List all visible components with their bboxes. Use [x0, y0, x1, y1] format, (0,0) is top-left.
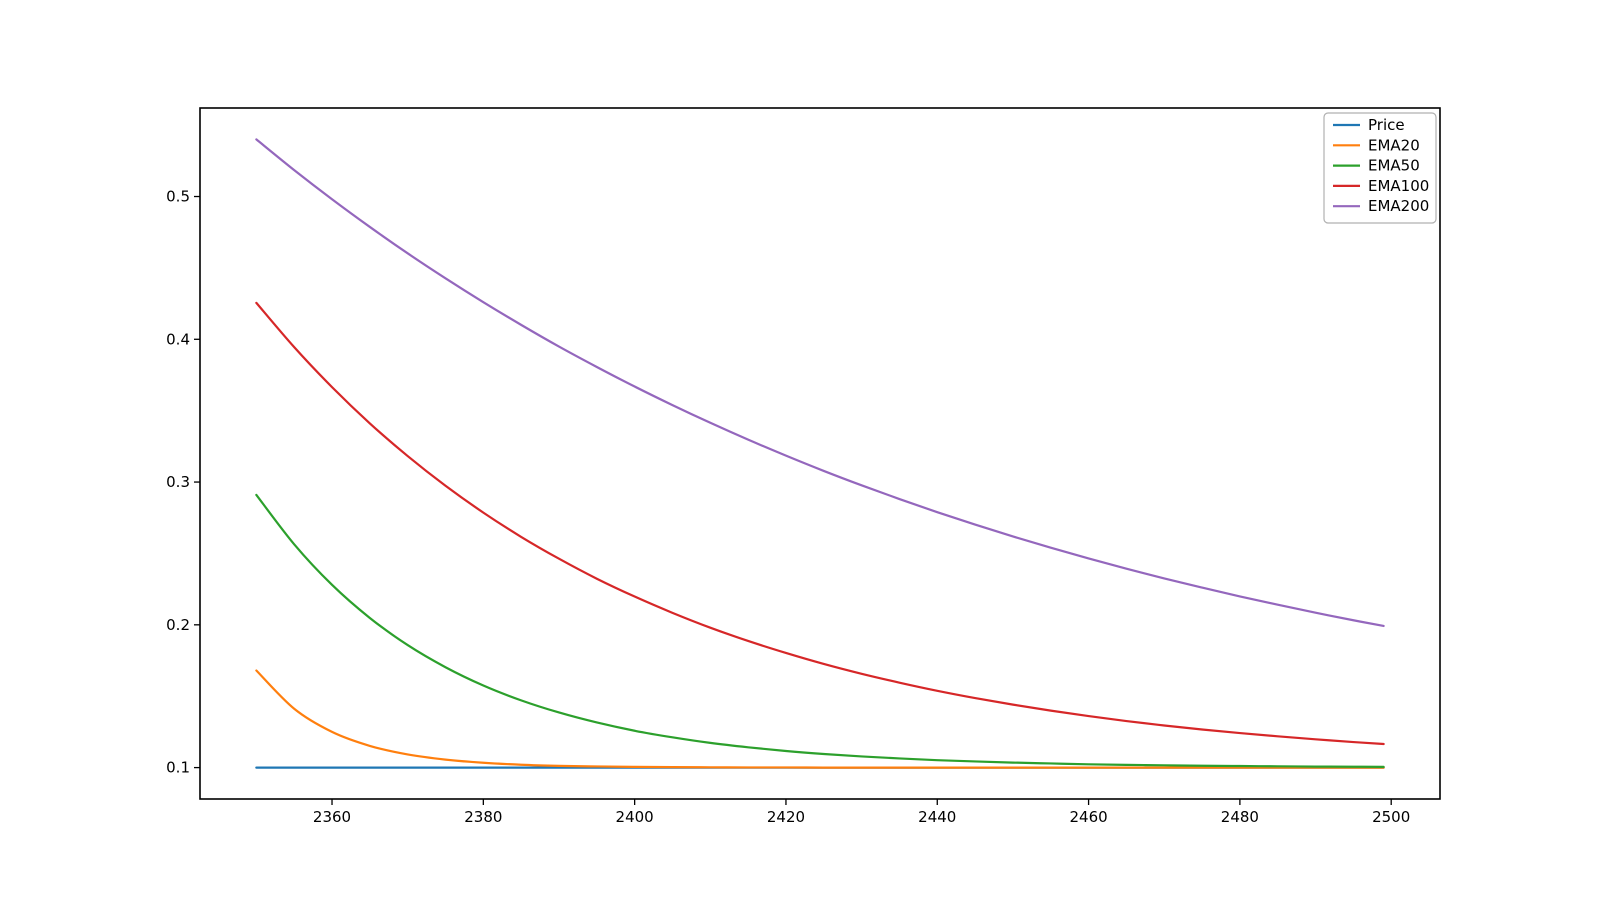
series-line-ema100 [255, 301, 1385, 746]
y-tick-label: 0.1 [166, 759, 190, 777]
y-tick-label: 0.2 [166, 616, 190, 634]
axes-frame [199, 107, 1441, 800]
series-line-ema20 [255, 669, 1385, 769]
x-tick-label: 2400 [616, 808, 654, 826]
legend-label-price: Price [1368, 116, 1405, 134]
x-tick-label: 2360 [313, 808, 351, 826]
legend-box [1323, 112, 1437, 224]
x-tick-label: 2500 [1372, 808, 1410, 826]
y-tick-label: 0.3 [166, 473, 190, 491]
legend-label-ema20: EMA20 [1368, 136, 1420, 154]
y-tick-label: 0.5 [166, 188, 190, 206]
x-tick-label: 2440 [918, 808, 956, 826]
series-line-ema200 [255, 138, 1385, 628]
x-tick-label: 2460 [1069, 808, 1107, 826]
x-tick-label: 2480 [1221, 808, 1259, 826]
y-tick-label: 0.4 [166, 330, 190, 348]
legend-label-ema50: EMA50 [1368, 157, 1420, 175]
legend-label-ema100: EMA100 [1368, 177, 1429, 195]
x-tick-label: 2420 [767, 808, 805, 826]
series-line-ema50 [255, 493, 1385, 768]
x-tick-label: 2380 [464, 808, 502, 826]
legend-label-ema200: EMA200 [1368, 197, 1429, 215]
plot-area [200, 108, 1440, 799]
